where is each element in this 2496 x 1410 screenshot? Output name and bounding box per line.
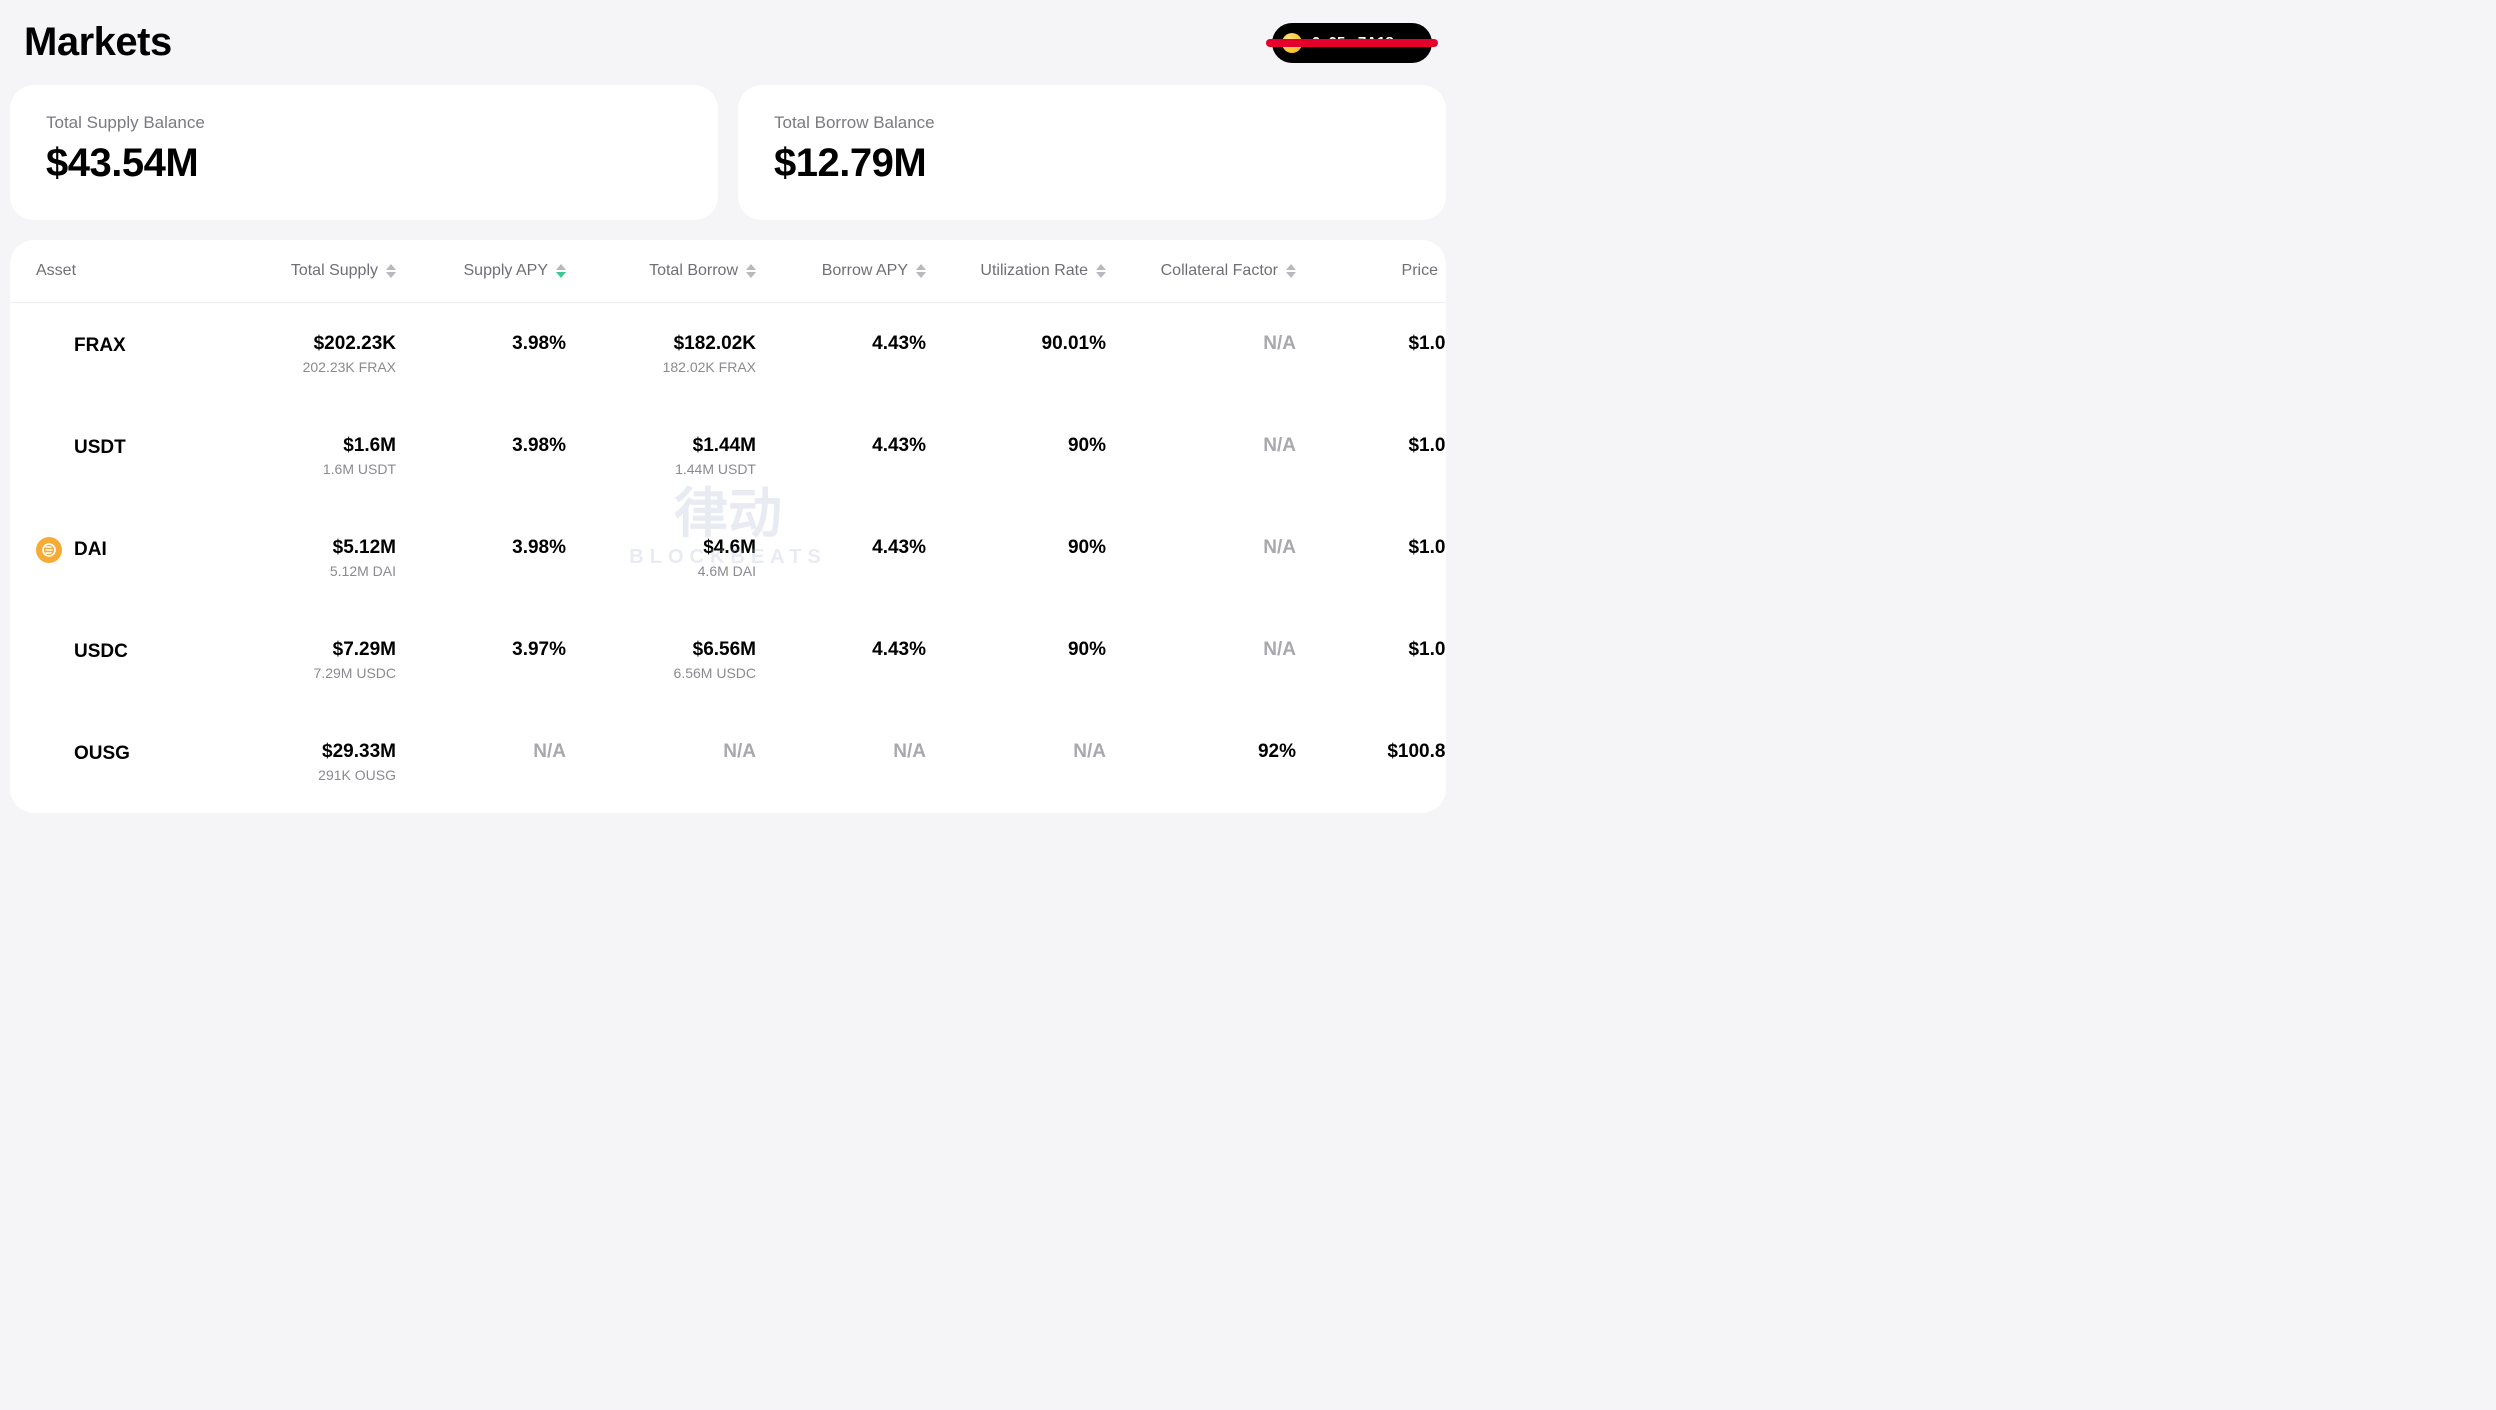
total-borrow-cell: N/A	[566, 741, 756, 767]
supply-apy-cell: 3.98%	[396, 333, 566, 355]
sort-icon	[556, 264, 566, 278]
utilization-cell: 90%	[926, 639, 1106, 661]
total-borrow-label: Total Borrow Balance	[774, 113, 1410, 133]
total-borrow-cell: $4.6M 4.6M DAI	[566, 537, 756, 579]
total-borrow-cell: $6.56M 6.56M USDC	[566, 639, 756, 681]
table-row[interactable]: OUSG $29.33M 291K OUSG N/A N/A N/A N/A 9…	[10, 711, 1446, 813]
asset-name: OUSG	[74, 743, 130, 765]
total-supply-cell: $202.23K 202.23K FRAX	[236, 333, 396, 375]
collateral-cell: N/A	[1106, 639, 1296, 661]
table-header: Asset Total Supply Supply APY Total Borr…	[10, 240, 1446, 303]
collateral-cell: N/A	[1106, 333, 1296, 355]
asset-cell: OUSG	[36, 741, 236, 767]
supply-apy-cell: 3.98%	[396, 435, 566, 457]
supply-apy-cell: N/A	[396, 741, 566, 763]
utilization-cell: 90.01%	[926, 333, 1106, 355]
col-asset[interactable]: Asset	[36, 262, 236, 280]
total-supply-cell: $7.29M 7.29M USDC	[236, 639, 396, 681]
supply-apy-cell: 3.98%	[396, 537, 566, 559]
total-supply-label: Total Supply Balance	[46, 113, 682, 133]
collateral-cell: 92%	[1106, 741, 1296, 763]
table-row[interactable]: USDT $1.6M 1.6M USDT 3.98% $1.44M 1.44M …	[10, 405, 1446, 507]
wallet-button[interactable]: 0x05...7A18	[1272, 23, 1432, 63]
total-supply-cell: $1.6M 1.6M USDT	[236, 435, 396, 477]
total-borrow-card: Total Borrow Balance $12.79M	[738, 85, 1446, 220]
col-collateral[interactable]: Collateral Factor	[1106, 262, 1296, 280]
total-borrow-cell: $182.02K 182.02K FRAX	[566, 333, 756, 375]
asset-icon	[36, 537, 62, 563]
asset-name: FRAX	[74, 335, 126, 357]
col-total-borrow[interactable]: Total Borrow	[566, 262, 756, 280]
asset-cell: USDC	[36, 639, 236, 665]
total-supply-cell: $5.12M 5.12M DAI	[236, 537, 396, 579]
borrow-apy-cell: 4.43%	[756, 333, 926, 355]
col-borrow-apy[interactable]: Borrow APY	[756, 262, 926, 280]
asset-cell: DAI	[36, 537, 236, 563]
utilization-cell: 90%	[926, 435, 1106, 457]
borrow-apy-cell: 4.43%	[756, 435, 926, 457]
asset-name: USDC	[74, 641, 128, 663]
markets-table: 律动 BLOCKBEATS Asset Total Supply Supply …	[10, 240, 1446, 813]
col-utilization[interactable]: Utilization Rate	[926, 262, 1106, 280]
table-row[interactable]: USDC $7.29M 7.29M USDC 3.97% $6.56M 6.56…	[10, 609, 1446, 711]
page-title: Markets	[24, 20, 172, 65]
total-borrow-cell: $1.44M 1.44M USDT	[566, 435, 756, 477]
asset-name: DAI	[74, 539, 107, 561]
collateral-cell: N/A	[1106, 537, 1296, 559]
price-cell: $1.00	[1296, 435, 1446, 457]
asset-cell: FRAX	[36, 333, 236, 359]
utilization-cell: 90%	[926, 537, 1106, 559]
borrow-apy-cell: 4.43%	[756, 537, 926, 559]
price-cell: $1.00	[1296, 639, 1446, 661]
price-cell: $100.80	[1296, 741, 1446, 763]
table-row[interactable]: FRAX $202.23K 202.23K FRAX 3.98% $182.02…	[10, 303, 1446, 405]
col-total-supply[interactable]: Total Supply	[236, 262, 396, 280]
sort-icon	[746, 264, 756, 278]
col-price[interactable]: Price	[1296, 262, 1446, 280]
sort-icon	[1096, 264, 1106, 278]
borrow-apy-cell: N/A	[756, 741, 926, 763]
total-supply-cell: $29.33M 291K OUSG	[236, 741, 396, 783]
asset-name: USDT	[74, 437, 126, 459]
sort-icon	[386, 264, 396, 278]
asset-cell: USDT	[36, 435, 236, 461]
col-supply-apy[interactable]: Supply APY	[396, 262, 566, 280]
redaction-strike	[1266, 39, 1438, 47]
borrow-apy-cell: 4.43%	[756, 639, 926, 661]
total-supply-value: $43.54M	[46, 141, 682, 186]
collateral-cell: N/A	[1106, 435, 1296, 457]
sort-icon	[916, 264, 926, 278]
table-row[interactable]: DAI $5.12M 5.12M DAI 3.98% $4.6M 4.6M DA…	[10, 507, 1446, 609]
sort-icon	[1286, 264, 1296, 278]
utilization-cell: N/A	[926, 741, 1106, 763]
total-supply-card: Total Supply Balance $43.54M	[10, 85, 718, 220]
price-cell: $1.00	[1296, 333, 1446, 355]
price-cell: $1.00	[1296, 537, 1446, 559]
supply-apy-cell: 3.97%	[396, 639, 566, 661]
total-borrow-value: $12.79M	[774, 141, 1410, 186]
